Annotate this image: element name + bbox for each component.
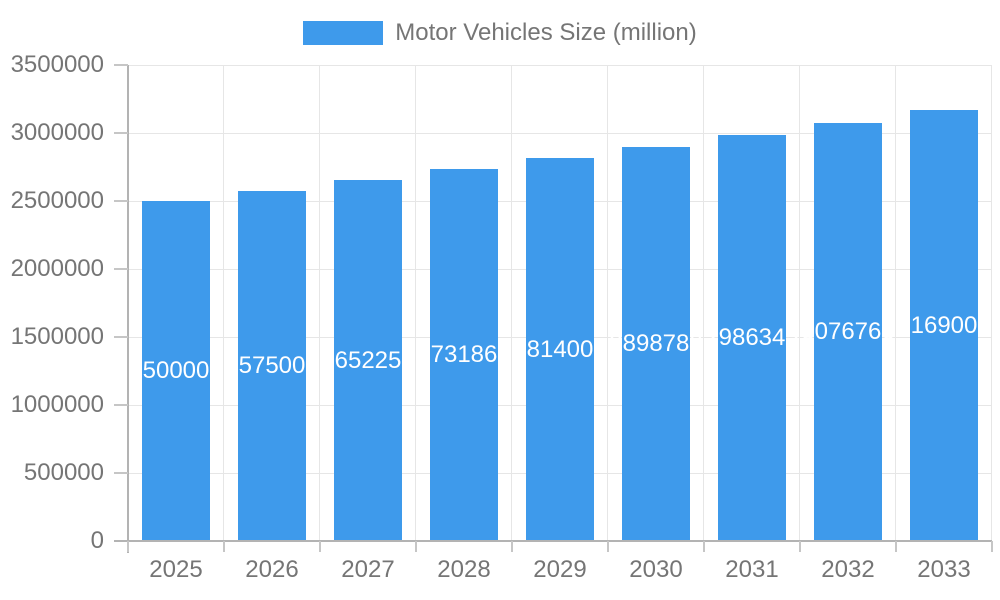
- x-tick: [703, 541, 705, 552]
- y-tick-label: 3000000: [10, 119, 104, 146]
- bar: 2986345: [705, 134, 799, 541]
- x-tick-label: 2029: [533, 556, 587, 583]
- x-tick-label: 2031: [725, 556, 779, 583]
- bar: 2814000: [513, 158, 607, 541]
- x-tick: [607, 541, 609, 552]
- y-tick-label: 500000: [23, 459, 104, 486]
- y-tick-label: 3500000: [10, 51, 104, 78]
- x-tick: [895, 541, 897, 552]
- y-axis-line: [127, 65, 129, 553]
- y-tick-label: 2500000: [10, 187, 104, 214]
- x-tick: [415, 541, 417, 552]
- x-grid-line: [703, 65, 704, 541]
- x-tick: [511, 541, 513, 552]
- y-tick: [114, 268, 128, 270]
- x-axis-line: [114, 540, 992, 542]
- x-tick-label: 2033: [917, 556, 971, 583]
- y-grid-line: [128, 133, 992, 134]
- legend-label: Motor Vehicles Size (million): [395, 19, 697, 46]
- x-grid-line: [223, 65, 224, 541]
- x-tick-label: 2025: [149, 556, 203, 583]
- bar: 2898780: [609, 146, 703, 541]
- y-tick: [114, 132, 128, 134]
- x-tick: [991, 541, 993, 552]
- y-tick: [114, 404, 128, 406]
- x-tick-label: 2032: [821, 556, 875, 583]
- y-tick: [114, 336, 128, 338]
- bar: 2575000: [225, 190, 319, 541]
- x-tick-label: 2027: [341, 556, 395, 583]
- x-tick: [319, 541, 321, 552]
- x-grid-line: [415, 65, 416, 541]
- x-tick: [127, 541, 129, 552]
- bar-value-label: 2986345: [705, 323, 799, 351]
- legend-swatch-icon: [303, 21, 384, 45]
- bar-value-label: 3076766: [801, 317, 895, 345]
- x-grid-line: [607, 65, 608, 541]
- y-grid-line: [128, 65, 992, 66]
- y-tick-label: 2000000: [10, 255, 104, 282]
- legend[interactable]: Motor Vehicles Size (million): [0, 16, 1000, 50]
- bar: 2500000: [129, 201, 223, 541]
- bar: 3169000: [897, 110, 991, 541]
- plot-area: 2500000 2575000 2652250 2731868 2814000 28987…: [128, 65, 992, 541]
- y-tick-label: 1500000: [10, 323, 104, 350]
- x-grid-line: [895, 65, 896, 541]
- bar: 2652250: [321, 180, 415, 541]
- x-tick-label: 2028: [437, 556, 491, 583]
- bar-value-label: 2575000: [225, 351, 319, 379]
- bar-value-label: 2500000: [129, 357, 223, 384]
- x-grid-line: [799, 65, 800, 541]
- bar-value-label: 2814000: [513, 335, 607, 363]
- x-tick-label: 2030: [629, 556, 683, 583]
- y-tick: [114, 200, 128, 202]
- bar-value-label: 2898780: [609, 329, 703, 357]
- y-tick: [114, 472, 128, 474]
- x-tick-label: 2026: [245, 556, 299, 583]
- x-grid-line: [991, 65, 992, 541]
- x-grid-line: [319, 65, 320, 541]
- y-tick-label: 1000000: [10, 391, 104, 418]
- x-grid-line: [511, 65, 512, 541]
- bar-value-label: 3169000: [897, 311, 991, 339]
- bar: 2731868: [417, 169, 511, 541]
- x-tick: [799, 541, 801, 552]
- y-tick: [114, 64, 128, 66]
- x-tick: [223, 541, 225, 552]
- bar-value-label: 2731868: [417, 341, 511, 369]
- bar-value-label: 2652250: [321, 346, 415, 374]
- y-tick-label: 0: [90, 527, 104, 554]
- bar: 3076766: [801, 122, 895, 541]
